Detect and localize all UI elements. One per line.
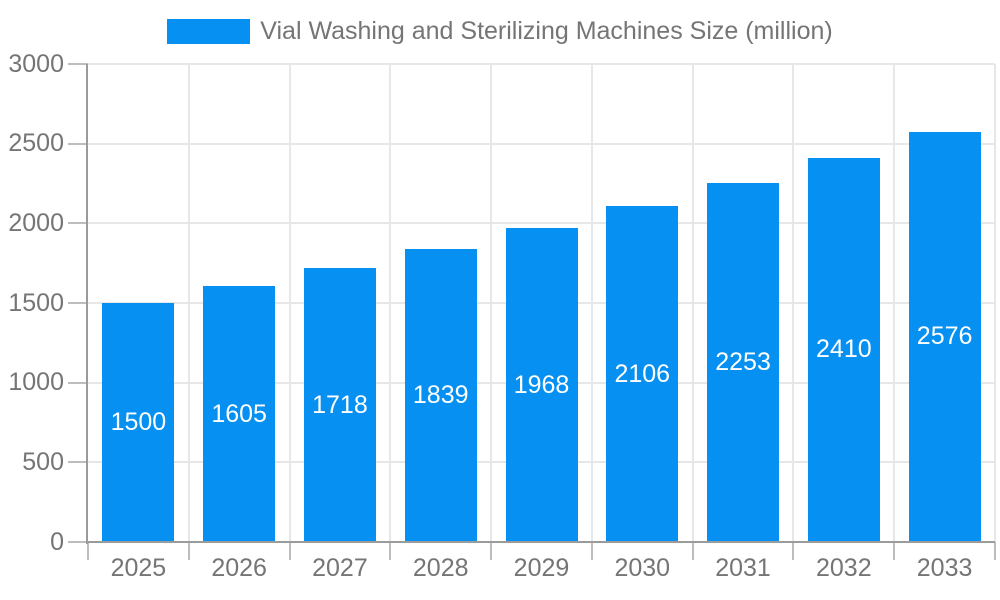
- y-tick-mark: [68, 381, 88, 384]
- bar-2025: 1500: [102, 303, 175, 542]
- v-gridline: [389, 64, 392, 542]
- chart-legend[interactable]: Vial Washing and Sterilizing Machines Si…: [0, 17, 1000, 46]
- h-gridline: [88, 63, 995, 65]
- y-tick-label: 0: [50, 527, 64, 556]
- bar-value-label: 2410: [816, 335, 872, 364]
- x-tick-label: 2028: [412, 554, 469, 582]
- x-tick-label: 2033: [916, 554, 973, 582]
- x-tick-label: 2025: [110, 554, 167, 582]
- bar-value-label: 2576: [916, 322, 973, 351]
- v-gridline: [691, 64, 694, 542]
- y-axis-line: [86, 64, 88, 544]
- bar-value-label: 1605: [211, 399, 267, 428]
- v-gridline: [994, 64, 996, 542]
- v-gridline: [792, 64, 795, 542]
- y-tick-mark: [68, 302, 88, 304]
- y-tick-label: 1000: [8, 368, 64, 397]
- v-gridline: [288, 64, 291, 542]
- y-tick-mark: [68, 142, 88, 145]
- bar-2030: 2106: [606, 206, 679, 542]
- x-tick-label: 2026: [211, 554, 267, 582]
- bar-value-label: 2253: [715, 348, 771, 376]
- bar-2028: 1839: [404, 248, 477, 542]
- bar-2031: 2253: [707, 183, 780, 542]
- bar-2026: 1605: [203, 286, 276, 542]
- x-tick-label: 2027: [312, 554, 368, 582]
- x-tick-label: 2029: [513, 554, 570, 582]
- v-gridline: [187, 64, 190, 542]
- bar-2027: 1718: [303, 268, 376, 542]
- y-tick-label: 2500: [8, 129, 64, 158]
- legend-swatch: [167, 19, 251, 44]
- bar-value-label: 2106: [614, 359, 671, 388]
- bar-value-label: 1968: [513, 370, 570, 399]
- v-gridline: [893, 64, 896, 542]
- y-tick-mark: [68, 222, 88, 225]
- y-tick-label: 1500: [8, 288, 64, 317]
- bar-2033: 2576: [908, 131, 981, 542]
- y-tick-label: 3000: [8, 49, 64, 78]
- x-tick-label: 2031: [715, 554, 771, 582]
- x-tick-label: 2032: [816, 554, 872, 582]
- v-gridline: [590, 64, 593, 542]
- bar-2029: 1968: [505, 228, 578, 542]
- y-tick-mark: [68, 461, 88, 464]
- y-tick-mark: [68, 63, 88, 65]
- legend-label: Vial Washing and Sterilizing Machines Si…: [260, 17, 833, 45]
- x-tick-label: 2030: [614, 554, 671, 582]
- bar-value-label: 1718: [312, 390, 368, 419]
- y-tick-mark: [68, 541, 88, 543]
- v-gridline: [490, 64, 493, 542]
- bar-value-label: 1500: [110, 408, 167, 436]
- y-tick-label: 500: [22, 447, 64, 476]
- h-gridline: [88, 142, 995, 145]
- y-tick-label: 2000: [8, 208, 64, 237]
- bar-2032: 2410: [807, 158, 880, 542]
- bar-value-label: 1839: [412, 380, 469, 409]
